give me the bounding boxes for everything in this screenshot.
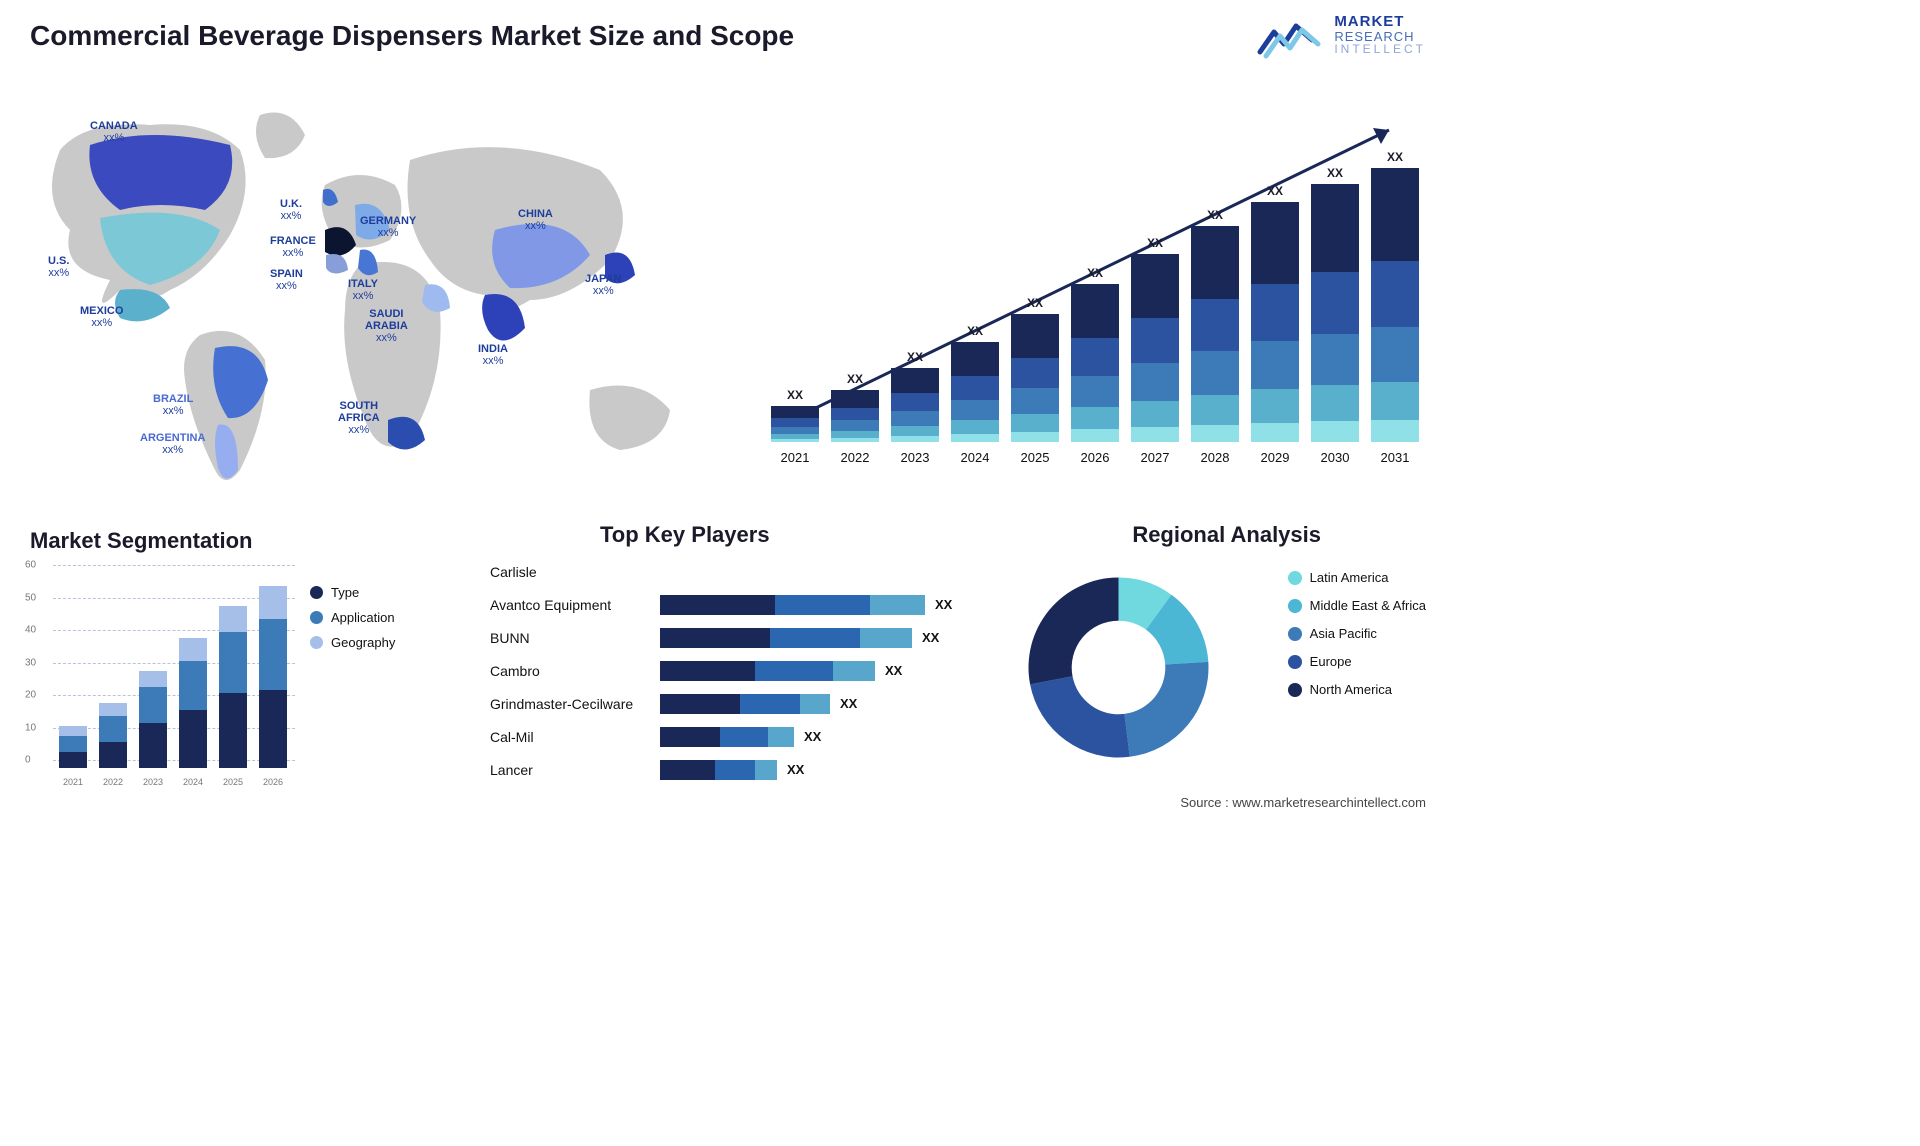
- yearbar-2028: XX: [1191, 226, 1239, 442]
- donut-slice: [1030, 676, 1130, 757]
- yearbar-2031: XX: [1371, 168, 1419, 442]
- yearbar-2024: XX: [951, 342, 999, 442]
- map-label-japan: JAPANxx%: [585, 273, 621, 297]
- yearbar-2025: XX: [1011, 314, 1059, 442]
- yearbar-xlabel: 2026: [1071, 450, 1119, 465]
- yearbar-xlabel: 2021: [771, 450, 819, 465]
- market-size-chart: XX 2021 XX 2022 XX 2023 XX 2024 XX 2025 XX 2026 XX 20…: [761, 100, 1421, 470]
- map-label-canada: CANADAxx%: [90, 120, 138, 144]
- donut-slice: [1029, 578, 1119, 685]
- seg-xlabel: 2022: [99, 777, 127, 787]
- world-map: CANADAxx% U.S.xx% MEXICOxx% BRAZILxx% ARGENT…: [30, 90, 710, 500]
- map-label-india: INDIAxx%: [478, 343, 508, 367]
- segmentation-chart: 0102030405060202120222023202420252026: [25, 560, 295, 790]
- yearbar-2023: XX: [891, 368, 939, 442]
- donut-legend-item: Asia Pacific: [1288, 626, 1426, 641]
- yearbar-2026: XX: [1071, 284, 1119, 442]
- seg-bar-2022: [99, 703, 127, 768]
- source-text: Source : www.marketresearchintellect.com: [1180, 795, 1426, 810]
- yearbar-xlabel: 2028: [1191, 450, 1239, 465]
- map-label-italy: ITALYxx%: [348, 278, 378, 302]
- yearbar-xlabel: 2024: [951, 450, 999, 465]
- regional-legend: Latin America Middle East & Africa Asia Pa…: [1288, 570, 1426, 710]
- logo-text-1: MARKET: [1334, 14, 1426, 30]
- donut-legend-item: North America: [1288, 682, 1426, 697]
- map-label-us: U.S.xx%: [48, 255, 69, 279]
- keyplayers-heading: Top Key Players: [600, 522, 770, 548]
- donut-legend-item: Europe: [1288, 654, 1426, 669]
- regional-heading: Regional Analysis: [1132, 522, 1321, 548]
- segmentation-heading: Market Segmentation: [30, 528, 253, 554]
- yearbar-2022: XX: [831, 390, 879, 442]
- brand-logo: MARKET RESEARCH INTELLECT: [1256, 10, 1426, 60]
- segmentation-legend: Type Application Geography: [310, 585, 395, 660]
- kp-row: Cal-MilXX: [490, 720, 965, 753]
- yearbar-2029: XX: [1251, 202, 1299, 442]
- map-label-uk: U.K.xx%: [280, 198, 302, 222]
- kp-row: BUNNXX: [490, 621, 965, 654]
- page-title: Commercial Beverage Dispensers Market Si…: [30, 20, 794, 52]
- map-label-saudi: SAUDIARABIAxx%: [365, 308, 408, 344]
- seg-bar-2023: [139, 671, 167, 769]
- seg-bar-2025: [219, 606, 247, 769]
- yearbar-2021: XX: [771, 406, 819, 442]
- kp-row: Carlisle: [490, 555, 965, 588]
- yearbar-xlabel: 2031: [1371, 450, 1419, 465]
- map-label-china: CHINAxx%: [518, 208, 553, 232]
- map-label-mexico: MEXICOxx%: [80, 305, 123, 329]
- yearbar-xlabel: 2029: [1251, 450, 1299, 465]
- seg-xlabel: 2026: [259, 777, 287, 787]
- yearbar-xlabel: 2025: [1011, 450, 1059, 465]
- kp-row: CambroXX: [490, 654, 965, 687]
- seg-bar-2021: [59, 726, 87, 768]
- map-label-brazil: BRAZILxx%: [153, 393, 193, 417]
- logo-text-3: INTELLECT: [1334, 43, 1426, 56]
- kp-row: Avantco EquipmentXX: [490, 588, 965, 621]
- logo-text-2: RESEARCH: [1334, 30, 1426, 44]
- yearbar-xlabel: 2030: [1311, 450, 1359, 465]
- map-label-germany: GERMANYxx%: [360, 215, 416, 239]
- seg-bar-2024: [179, 638, 207, 768]
- yearbar-2030: XX: [1311, 184, 1359, 442]
- map-label-safrica: SOUTHAFRICAxx%: [338, 400, 380, 436]
- donut-legend-item: Latin America: [1288, 570, 1426, 585]
- seg-legend-item: Geography: [310, 635, 395, 650]
- kp-row: Grindmaster-CecilwareXX: [490, 687, 965, 720]
- kp-row: LancerXX: [490, 753, 965, 786]
- keyplayers-chart: CarlisleAvantco EquipmentXXBUNNXXCambroX…: [490, 555, 965, 786]
- map-label-france: FRANCExx%: [270, 235, 316, 259]
- yearbar-2027: XX: [1131, 254, 1179, 442]
- map-label-argentina: ARGENTINAxx%: [140, 432, 205, 456]
- seg-xlabel: 2023: [139, 777, 167, 787]
- map-label-spain: SPAINxx%: [270, 268, 303, 292]
- seg-xlabel: 2024: [179, 777, 207, 787]
- regional-donut: [1006, 555, 1231, 780]
- yearbar-xlabel: 2027: [1131, 450, 1179, 465]
- seg-xlabel: 2025: [219, 777, 247, 787]
- logo-mark-icon: [1256, 10, 1326, 60]
- donut-legend-item: Middle East & Africa: [1288, 598, 1426, 613]
- yearbar-xlabel: 2022: [831, 450, 879, 465]
- donut-slice: [1124, 662, 1208, 757]
- seg-legend-item: Type: [310, 585, 395, 600]
- seg-bar-2026: [259, 586, 287, 768]
- yearbar-xlabel: 2023: [891, 450, 939, 465]
- seg-legend-item: Application: [310, 610, 395, 625]
- seg-xlabel: 2021: [59, 777, 87, 787]
